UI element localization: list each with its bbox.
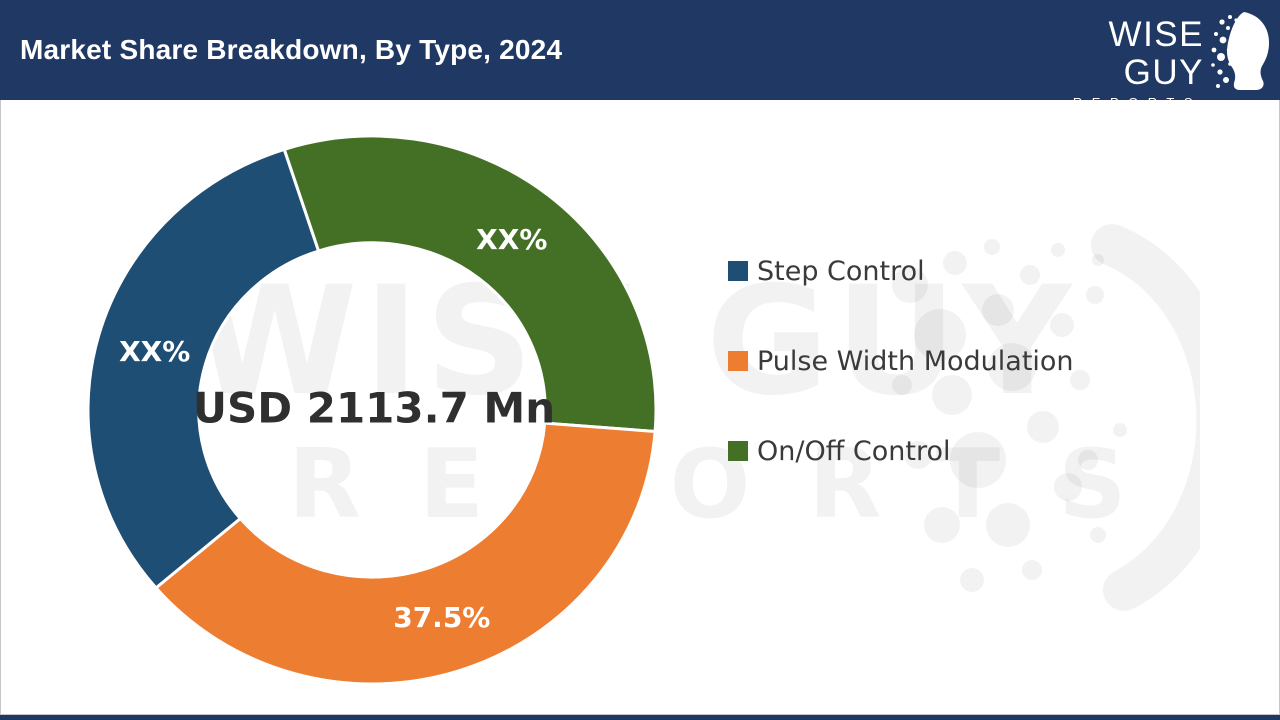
slice-label-on-off-control: XX% [476, 223, 547, 256]
chart-legend: Step Control Pulse Width Modulation On/Off… [728, 255, 1074, 527]
legend-label: Pulse Width Modulation [757, 345, 1074, 377]
logo-subtitle: REPORTS [1072, 95, 1202, 110]
legend-item-step-control: Step Control [728, 255, 1074, 287]
donut-chart: XX% 37.5% XX% [86, 134, 658, 686]
legend-label: Step Control [757, 255, 925, 287]
pie-slice-pulse-width-modulation [154, 421, 657, 686]
pie-slice-on-off-control [282, 134, 658, 433]
pie-slice-step-control [86, 147, 320, 590]
header: Market Share Breakdown, By Type, 2024 WI… [0, 0, 1280, 110]
legend-item-on-off-control: On/Off Control [728, 435, 1074, 467]
logo-wordmark: WISE GUY [1108, 15, 1204, 92]
wise-guy-logo: WISE GUY REPORTS [1020, 8, 1270, 110]
logo-text: WISE GUY REPORTS [1020, 15, 1204, 111]
footer-bar [0, 715, 1280, 720]
legend-swatch [728, 441, 748, 461]
legend-item-pulse-width-modulation: Pulse Width Modulation [728, 345, 1074, 377]
legend-swatch [728, 351, 748, 371]
slice-label-pulse-width-modulation: 37.5% [393, 601, 490, 634]
page-title: Market Share Breakdown, By Type, 2024 [20, 34, 563, 65]
logo-face-icon [1211, 12, 1270, 90]
chart-center-value: USD 2113.7 Mn [192, 383, 556, 433]
slice-label-step-control: XX% [119, 335, 190, 368]
legend-swatch [728, 261, 748, 281]
legend-label: On/Off Control [757, 435, 951, 467]
